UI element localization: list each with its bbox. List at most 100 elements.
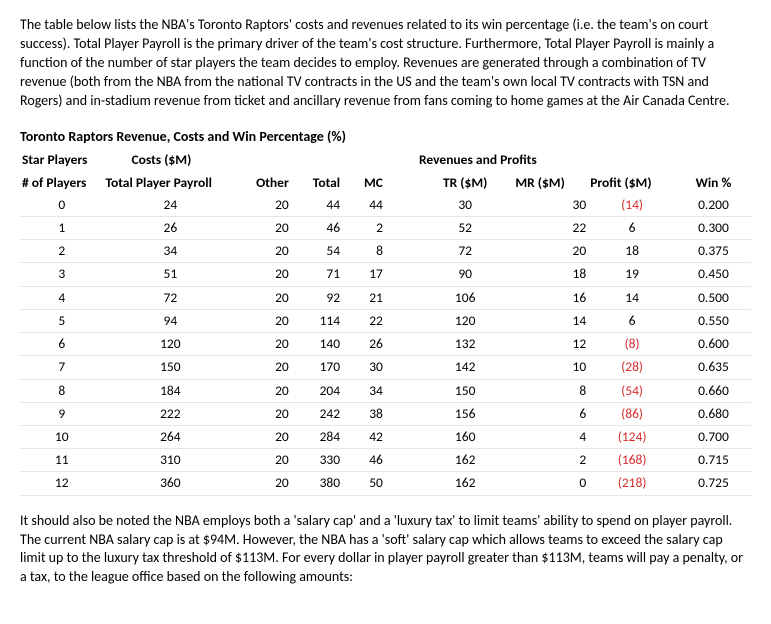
- cell-star-players: 9: [20, 402, 103, 425]
- table-row: 1236020380501620(218)0.725: [20, 472, 751, 495]
- cell-star-players: 8: [20, 379, 103, 402]
- table-row: 7150201703014210(28)0.635: [20, 356, 751, 379]
- cell-other: 20: [237, 263, 291, 286]
- cell-other: 20: [237, 449, 291, 472]
- cell-other: 20: [237, 379, 291, 402]
- cell-tr: 30: [417, 194, 513, 217]
- cell-win: 0.600: [676, 333, 751, 356]
- cell-profit: 6: [588, 309, 676, 332]
- cell-mc: 22: [342, 309, 385, 332]
- col-total-payroll: Total Player Payroll: [103, 172, 237, 194]
- cell-mr: 14: [513, 309, 588, 332]
- cell-total: 380: [291, 472, 342, 495]
- superheader-star-players: Star Players: [20, 149, 103, 171]
- cell-mr: 4: [513, 425, 588, 448]
- cell-win: 0.700: [676, 425, 751, 448]
- cell-star-players: 6: [20, 333, 103, 356]
- cell-mr: 20: [513, 240, 588, 263]
- cell-gap: [385, 194, 417, 217]
- cell-mr: 2: [513, 449, 588, 472]
- cell-tr: 106: [417, 286, 513, 309]
- cell-total-payroll: 150: [103, 356, 237, 379]
- cell-star-players: 1: [20, 217, 103, 240]
- table-row: 0242044443030(14)0.200: [20, 194, 751, 217]
- cell-gap: [385, 402, 417, 425]
- cell-win: 0.725: [676, 472, 751, 495]
- cell-mc: 17: [342, 263, 385, 286]
- cell-total: 71: [291, 263, 342, 286]
- cell-win: 0.680: [676, 402, 751, 425]
- cell-other: 20: [237, 286, 291, 309]
- cell-mc: 50: [342, 472, 385, 495]
- cell-mc: 21: [342, 286, 385, 309]
- cell-star-players: 5: [20, 309, 103, 332]
- cell-total-payroll: 72: [103, 286, 237, 309]
- header-gap: [385, 149, 417, 171]
- cell-total-payroll: 310: [103, 449, 237, 472]
- cell-tr: 162: [417, 449, 513, 472]
- cell-win: 0.715: [676, 449, 751, 472]
- table-row: 922220242381566(86)0.680: [20, 402, 751, 425]
- col-gap: [385, 172, 417, 194]
- table-row: 6120201402613212(8)0.600: [20, 333, 751, 356]
- col-mr: MR ($M): [513, 172, 588, 194]
- cell-total-payroll: 222: [103, 402, 237, 425]
- cell-tr: 156: [417, 402, 513, 425]
- cell-mc: 2: [342, 217, 385, 240]
- cell-win: 0.660: [676, 379, 751, 402]
- cell-total-payroll: 26: [103, 217, 237, 240]
- cell-mr: 0: [513, 472, 588, 495]
- cell-profit: (86): [588, 402, 676, 425]
- cell-profit: (28): [588, 356, 676, 379]
- cell-total: 170: [291, 356, 342, 379]
- table-row: 59420114221201460.550: [20, 309, 751, 332]
- table-row: 12620462522260.300: [20, 217, 751, 240]
- cell-total-payroll: 94: [103, 309, 237, 332]
- cell-tr: 132: [417, 333, 513, 356]
- cell-total-payroll: 360: [103, 472, 237, 495]
- col-win: Win %: [676, 172, 751, 194]
- cell-star-players: 4: [20, 286, 103, 309]
- cell-tr: 72: [417, 240, 513, 263]
- cell-gap: [385, 425, 417, 448]
- cell-gap: [385, 263, 417, 286]
- cell-mr: 12: [513, 333, 588, 356]
- cell-profit: (14): [588, 194, 676, 217]
- cell-other: 20: [237, 309, 291, 332]
- cell-other: 20: [237, 194, 291, 217]
- cell-profit: (8): [588, 333, 676, 356]
- cell-other: 20: [237, 425, 291, 448]
- col-total: Total: [291, 172, 342, 194]
- cell-profit: 18: [588, 240, 676, 263]
- cell-mr: 10: [513, 356, 588, 379]
- cell-total: 44: [291, 194, 342, 217]
- cell-other: 20: [237, 333, 291, 356]
- cell-tr: 162: [417, 472, 513, 495]
- cell-total: 284: [291, 425, 342, 448]
- cell-total: 92: [291, 286, 342, 309]
- cell-gap: [385, 449, 417, 472]
- cell-total: 114: [291, 309, 342, 332]
- table-row: 1131020330461622(168)0.715: [20, 449, 751, 472]
- table-row: 47220922110616140.500: [20, 286, 751, 309]
- cell-total-payroll: 34: [103, 240, 237, 263]
- cell-gap: [385, 356, 417, 379]
- cell-mr: 22: [513, 217, 588, 240]
- col-profit: Profit ($M): [588, 172, 676, 194]
- cell-star-players: 3: [20, 263, 103, 286]
- cell-profit: 19: [588, 263, 676, 286]
- cell-star-players: 12: [20, 472, 103, 495]
- cell-win: 0.200: [676, 194, 751, 217]
- cell-mr: 8: [513, 379, 588, 402]
- cell-star-players: 7: [20, 356, 103, 379]
- data-table: Star Players Costs ($M) Revenues and Pro…: [20, 149, 751, 495]
- cell-other: 20: [237, 217, 291, 240]
- cell-star-players: 2: [20, 240, 103, 263]
- cell-total: 46: [291, 217, 342, 240]
- cell-win: 0.300: [676, 217, 751, 240]
- cell-tr: 150: [417, 379, 513, 402]
- cell-tr: 90: [417, 263, 513, 286]
- cell-gap: [385, 333, 417, 356]
- superheader-costs: Costs ($M): [103, 149, 384, 171]
- cell-total-payroll: 264: [103, 425, 237, 448]
